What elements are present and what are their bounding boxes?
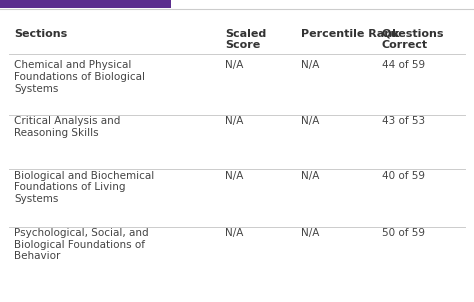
Text: 43 of 53: 43 of 53 — [382, 116, 425, 126]
Text: N/A: N/A — [225, 60, 244, 70]
Text: N/A: N/A — [301, 171, 319, 181]
Text: N/A: N/A — [301, 116, 319, 126]
Text: Sections: Sections — [14, 29, 67, 39]
Text: N/A: N/A — [301, 60, 319, 70]
Text: N/A: N/A — [225, 171, 244, 181]
Text: Questions
Correct: Questions Correct — [382, 29, 444, 50]
FancyBboxPatch shape — [0, 0, 171, 8]
Text: 40 of 59: 40 of 59 — [382, 171, 425, 181]
Text: Scaled
Score: Scaled Score — [225, 29, 266, 50]
Text: N/A: N/A — [225, 116, 244, 126]
Text: Psychological, Social, and
Biological Foundations of
Behavior: Psychological, Social, and Biological Fo… — [14, 228, 149, 261]
Text: N/A: N/A — [301, 228, 319, 238]
Text: Critical Analysis and
Reasoning Skills: Critical Analysis and Reasoning Skills — [14, 116, 120, 138]
Text: Percentile Rank: Percentile Rank — [301, 29, 400, 39]
Text: 44 of 59: 44 of 59 — [382, 60, 425, 70]
Text: Biological and Biochemical
Foundations of Living
Systems: Biological and Biochemical Foundations o… — [14, 171, 155, 204]
Text: N/A: N/A — [225, 228, 244, 238]
Text: Chemical and Physical
Foundations of Biological
Systems: Chemical and Physical Foundations of Bio… — [14, 60, 145, 94]
Text: 50 of 59: 50 of 59 — [382, 228, 425, 238]
